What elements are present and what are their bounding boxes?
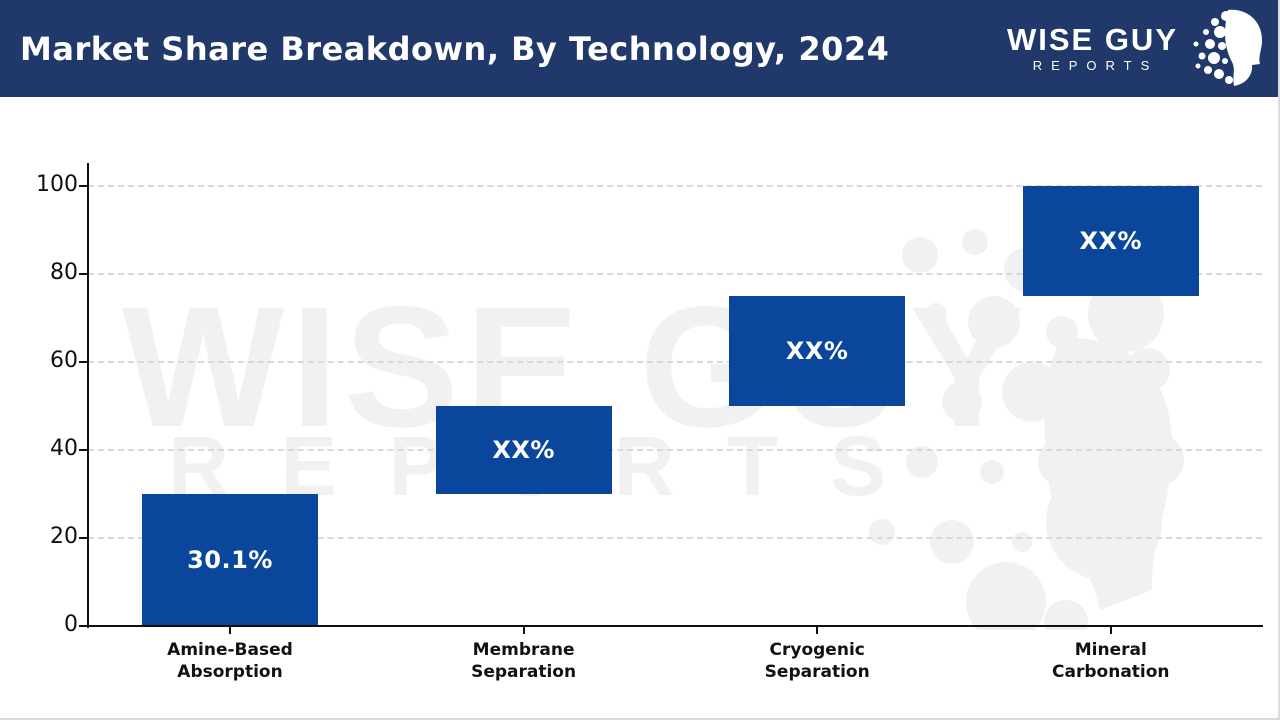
logo-wordmark: WISE GUY xyxy=(1006,21,1178,57)
category-label-cryogenic-separation: Cryogenic Separation xyxy=(764,640,870,683)
gridline-80 xyxy=(88,273,1262,275)
x-tick-mark-cryogenic-separation xyxy=(816,627,819,634)
y-tick-label-80: 80 xyxy=(50,260,78,285)
y-tick-label-20: 20 xyxy=(50,524,78,549)
y-tick-mark-80 xyxy=(79,273,88,275)
bar-value-label-amine-based-absorption: 30.1% xyxy=(187,545,273,574)
y-axis-line xyxy=(87,163,89,628)
bar-amine-based-absorption: 30.1% xyxy=(142,493,318,626)
page-title: Market Share Breakdown, By Technology, 2… xyxy=(20,29,890,68)
gridline-20 xyxy=(88,537,1262,539)
x-tick-mark-membrane-separation xyxy=(522,627,525,634)
x-tick-mark-mineral-carbonation xyxy=(1109,627,1112,634)
gridline-60 xyxy=(88,361,1262,363)
x-tick-mark-amine-based-absorption xyxy=(229,627,231,634)
bar-membrane-separation: XX% xyxy=(435,406,612,494)
y-tick-label-60: 60 xyxy=(50,348,78,373)
y-tick-label-0: 0 xyxy=(64,612,78,637)
header-bar: Market Share Breakdown, By Technology, 2… xyxy=(0,0,1278,97)
y-tick-mark-20 xyxy=(79,537,88,539)
gridline-100 xyxy=(88,185,1262,187)
y-tick-mark-60 xyxy=(79,361,88,363)
category-label-mineral-carbonation: Mineral Carbonation xyxy=(1052,640,1170,683)
bar-value-label-mineral-carbonation: XX% xyxy=(1079,227,1143,255)
category-label-amine-based-absorption: Amine-Based Absorption xyxy=(167,640,293,683)
logo-head-icon xyxy=(1193,9,1262,86)
category-label-membrane-separation: Membrane Separation xyxy=(471,640,577,683)
y-tick-label-40: 40 xyxy=(50,436,78,461)
wise-guy-logo: WISE GUY REPORTS xyxy=(1007,6,1266,92)
logo-subtitle: REPORTS xyxy=(1032,58,1159,74)
bar-value-label-cryogenic-separation: XX% xyxy=(785,337,849,365)
bar-cryogenic-separation: XX% xyxy=(729,296,906,406)
y-tick-mark-100 xyxy=(79,185,88,187)
gridline-40 xyxy=(88,449,1262,451)
logo-text: WISE GUY REPORTS xyxy=(1006,21,1178,74)
y-tick-mark-40 xyxy=(79,449,88,451)
y-tick-label-100: 100 xyxy=(36,172,78,197)
x-axis-line xyxy=(87,625,1263,627)
bar-value-label-membrane-separation: XX% xyxy=(492,436,555,464)
y-tick-mark-0 xyxy=(79,625,88,627)
bar-mineral-carbonation: XX% xyxy=(1022,186,1199,296)
